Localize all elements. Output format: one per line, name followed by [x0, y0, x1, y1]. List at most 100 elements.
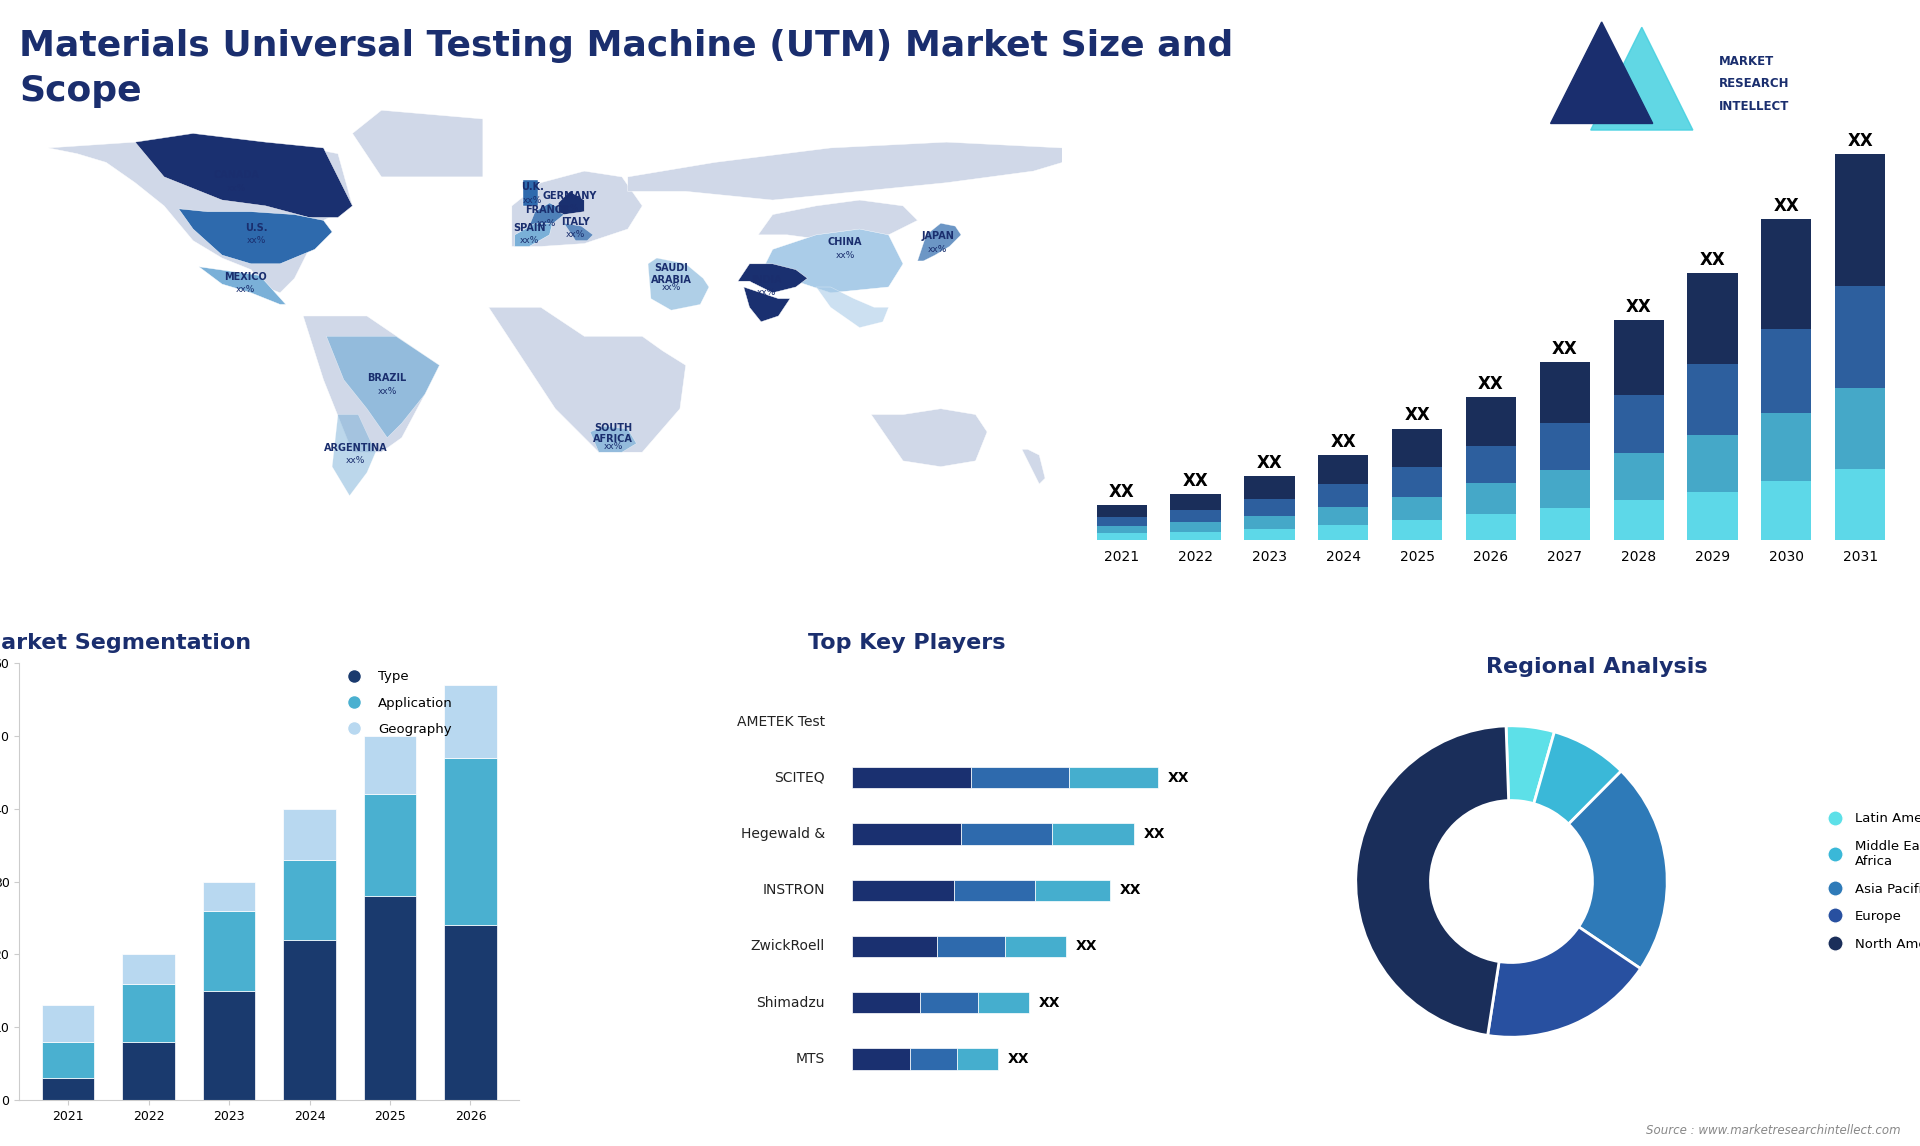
Bar [123, 955, 175, 983]
Text: XX: XX [1144, 827, 1165, 841]
Polygon shape [1551, 22, 1653, 124]
Bar [1319, 455, 1369, 485]
Text: XX: XX [1478, 375, 1503, 393]
Bar [1465, 446, 1517, 484]
Bar [1613, 320, 1665, 395]
Text: RESEARCH: RESEARCH [1718, 78, 1789, 91]
Bar [365, 736, 417, 794]
Text: xx%: xx% [538, 219, 557, 228]
Bar [123, 983, 175, 1042]
Text: xx%: xx% [346, 456, 365, 465]
Polygon shape [649, 258, 708, 311]
Polygon shape [628, 142, 1062, 201]
FancyBboxPatch shape [937, 936, 1004, 957]
Bar [204, 911, 255, 991]
Text: xx%: xx% [227, 185, 246, 193]
Polygon shape [353, 110, 482, 176]
Bar [42, 1078, 94, 1100]
Bar [1244, 477, 1294, 499]
FancyBboxPatch shape [960, 823, 1052, 845]
Text: MARKET: MARKET [1718, 55, 1774, 68]
Text: AMETEK Test: AMETEK Test [737, 715, 826, 729]
Bar [123, 1042, 175, 1100]
Wedge shape [1569, 771, 1667, 968]
Text: xx%: xx% [756, 289, 776, 297]
Polygon shape [816, 286, 889, 328]
Text: xx%: xx% [248, 236, 267, 245]
Bar [1096, 517, 1146, 526]
Text: U.K.: U.K. [520, 182, 543, 193]
Polygon shape [564, 223, 593, 241]
Bar [1540, 362, 1590, 424]
Text: CANADA: CANADA [213, 171, 259, 180]
Polygon shape [918, 223, 962, 261]
FancyBboxPatch shape [977, 992, 1029, 1013]
Text: XX: XX [1110, 482, 1135, 501]
FancyBboxPatch shape [852, 767, 972, 788]
Bar [1688, 434, 1738, 492]
Text: Hegewald &: Hegewald & [741, 827, 826, 841]
FancyBboxPatch shape [1052, 823, 1135, 845]
Polygon shape [524, 180, 538, 206]
Bar [1392, 468, 1442, 496]
FancyBboxPatch shape [910, 1049, 958, 1069]
Text: xx%: xx% [566, 230, 586, 240]
Bar [1171, 510, 1221, 523]
FancyBboxPatch shape [852, 936, 937, 957]
Bar [1688, 364, 1738, 434]
Polygon shape [513, 171, 643, 246]
Wedge shape [1505, 725, 1555, 803]
Polygon shape [303, 316, 440, 453]
Title: Regional Analysis: Regional Analysis [1486, 657, 1709, 677]
Bar [1613, 395, 1665, 453]
Bar [42, 1005, 94, 1042]
Bar [284, 940, 336, 1100]
Text: XX: XX [1119, 884, 1142, 897]
Text: Scope: Scope [19, 74, 142, 109]
Polygon shape [200, 267, 286, 305]
Text: XX: XX [1331, 433, 1356, 450]
Bar [1688, 492, 1738, 541]
Bar [1540, 508, 1590, 541]
Text: U.S.: U.S. [246, 222, 269, 233]
Polygon shape [530, 203, 564, 226]
Text: XX: XX [1183, 472, 1208, 489]
Text: XX: XX [1008, 1052, 1029, 1066]
Text: XX: XX [1039, 996, 1060, 1010]
Text: SAUDI
ARABIA: SAUDI ARABIA [651, 264, 691, 284]
Bar [1465, 484, 1517, 515]
Polygon shape [758, 229, 902, 293]
FancyBboxPatch shape [852, 992, 920, 1013]
Bar [365, 794, 417, 896]
Bar [1392, 496, 1442, 520]
Bar [1540, 424, 1590, 470]
Text: MTS: MTS [795, 1052, 826, 1066]
Legend: Latin America, Middle East &
Africa, Asia Pacific, Europe, North America: Latin America, Middle East & Africa, Asi… [1816, 807, 1920, 956]
Text: INDIA: INDIA [751, 275, 781, 284]
Bar [204, 991, 255, 1100]
Bar [1392, 429, 1442, 468]
Polygon shape [737, 264, 808, 293]
Text: XX: XX [1774, 197, 1799, 215]
Text: CHINA: CHINA [828, 237, 862, 248]
Bar [1096, 526, 1146, 533]
Bar [42, 1042, 94, 1078]
Bar [284, 860, 336, 940]
Wedge shape [1356, 725, 1509, 1036]
Text: XX: XX [1167, 771, 1188, 785]
Bar [1836, 154, 1885, 286]
Text: BRAZIL: BRAZIL [367, 374, 407, 383]
Polygon shape [872, 409, 987, 466]
Bar [1613, 500, 1665, 541]
Bar [1465, 397, 1517, 446]
Polygon shape [589, 426, 636, 453]
Text: INTELLECT: INTELLECT [1718, 100, 1789, 112]
FancyBboxPatch shape [852, 1049, 910, 1069]
Bar [1244, 529, 1294, 541]
Text: xx%: xx% [522, 196, 541, 205]
Polygon shape [515, 223, 553, 246]
Bar [1465, 515, 1517, 541]
Text: xx%: xx% [561, 204, 580, 213]
Text: ZwickRoell: ZwickRoell [751, 940, 826, 953]
Text: JAPAN: JAPAN [922, 231, 954, 242]
